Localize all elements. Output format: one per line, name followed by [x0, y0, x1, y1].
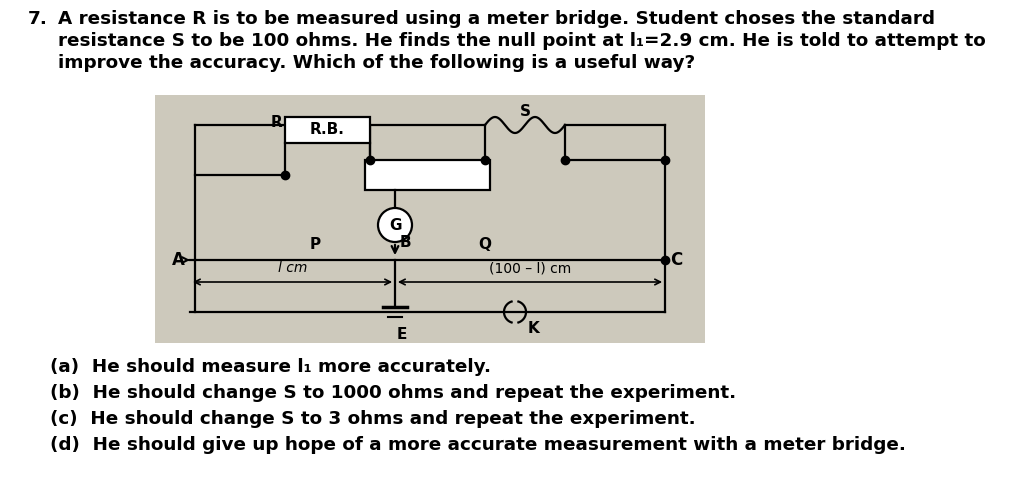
Text: B: B: [400, 235, 412, 250]
Text: S: S: [519, 103, 530, 118]
Text: resistance S to be 100 ohms. He finds the null point at l₁=2.9 cm. He is told to: resistance S to be 100 ohms. He finds th…: [58, 32, 986, 50]
Text: R: R: [270, 115, 282, 130]
Text: R.B.: R.B.: [310, 122, 345, 138]
Text: E: E: [397, 327, 408, 342]
Text: 7.: 7.: [28, 10, 48, 28]
Text: Q: Q: [478, 237, 492, 252]
Circle shape: [378, 208, 412, 242]
Text: (c)  He should change S to 3 ohms and repeat the experiment.: (c) He should change S to 3 ohms and rep…: [50, 410, 695, 428]
Bar: [285, 117, 370, 143]
Text: C: C: [670, 251, 682, 269]
Text: A resistance R is to be measured using a meter bridge. Student choses the standa: A resistance R is to be measured using a…: [58, 10, 935, 28]
Text: (d)  He should give up hope of a more accurate measurement with a meter bridge.: (d) He should give up hope of a more acc…: [50, 436, 906, 454]
Text: (a)  He should measure l₁ more accurately.: (a) He should measure l₁ more accurately…: [50, 358, 490, 376]
Text: K: K: [528, 321, 540, 336]
Text: (100 – l) cm: (100 – l) cm: [488, 261, 571, 275]
Text: G: G: [389, 218, 401, 232]
Text: P: P: [309, 237, 321, 252]
Bar: [155, 95, 705, 343]
Text: improve the accuracy. Which of the following is a useful way?: improve the accuracy. Which of the follo…: [58, 54, 695, 72]
Text: A: A: [172, 251, 185, 269]
Text: l cm: l cm: [278, 261, 307, 275]
Text: (b)  He should change S to 1000 ohms and repeat the experiment.: (b) He should change S to 1000 ohms and …: [50, 384, 736, 402]
Bar: [365, 160, 490, 190]
